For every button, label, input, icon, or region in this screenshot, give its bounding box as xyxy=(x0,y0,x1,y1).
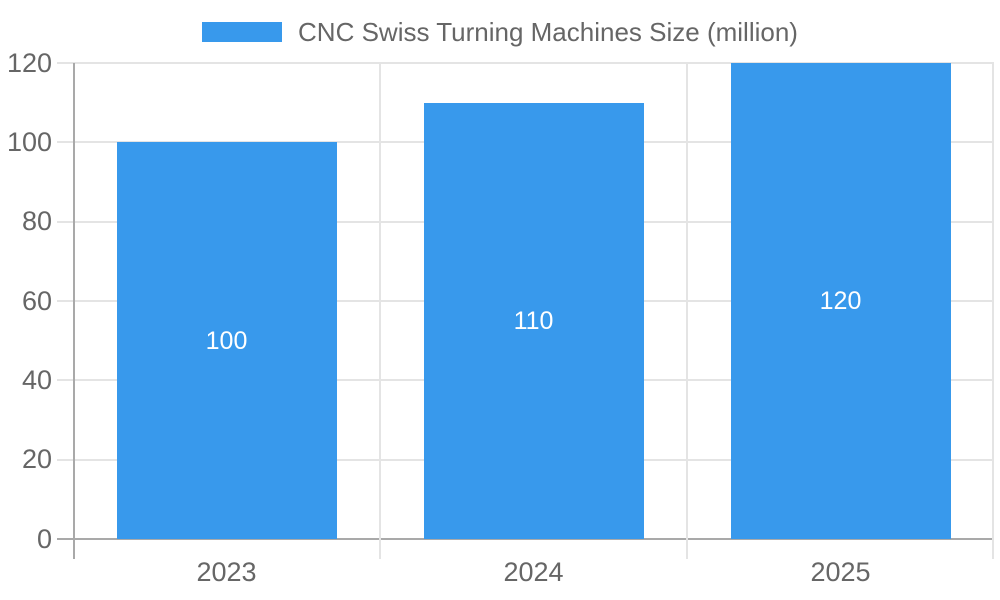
x-tick-mark xyxy=(379,539,381,559)
bar-value-label: 110 xyxy=(513,306,554,335)
gridline-horizontal xyxy=(57,62,994,64)
bar-value-label: 120 xyxy=(819,287,862,315)
x-axis-line xyxy=(57,538,994,540)
y-tick-label: 60 xyxy=(21,285,52,316)
y-tick-label: 20 xyxy=(21,444,52,475)
x-tick-label: 2025 xyxy=(810,557,871,587)
plot-right-border xyxy=(992,63,994,559)
y-tick-label: 0 xyxy=(36,523,52,554)
bar[interactable] xyxy=(730,63,951,539)
y-tick-label: 100 xyxy=(6,126,52,157)
plot-area: 0 20 40 60 80 100 120 100 2023 110 2024 120 2025 xyxy=(7,49,994,586)
x-tick-mark xyxy=(686,539,688,559)
y-tick-label: 120 xyxy=(6,47,52,78)
x-tick-label: 2024 xyxy=(503,557,564,587)
legend-label: CNC Swiss Turning Machines Size (million… xyxy=(298,16,798,47)
legend-swatch xyxy=(202,22,283,42)
bar-value-label: 100 xyxy=(205,326,248,355)
gridline-vertical xyxy=(686,63,688,539)
bar[interactable] xyxy=(423,102,644,539)
bar[interactable] xyxy=(116,142,337,539)
y-tick-label: 80 xyxy=(21,206,52,237)
y-tick-label: 40 xyxy=(21,364,52,395)
x-tick-label: 2023 xyxy=(196,557,257,587)
legend[interactable]: CNC Swiss Turning Machines Size (million… xyxy=(0,16,1000,48)
gridline-vertical xyxy=(379,63,381,539)
y-axis-line xyxy=(73,63,75,559)
